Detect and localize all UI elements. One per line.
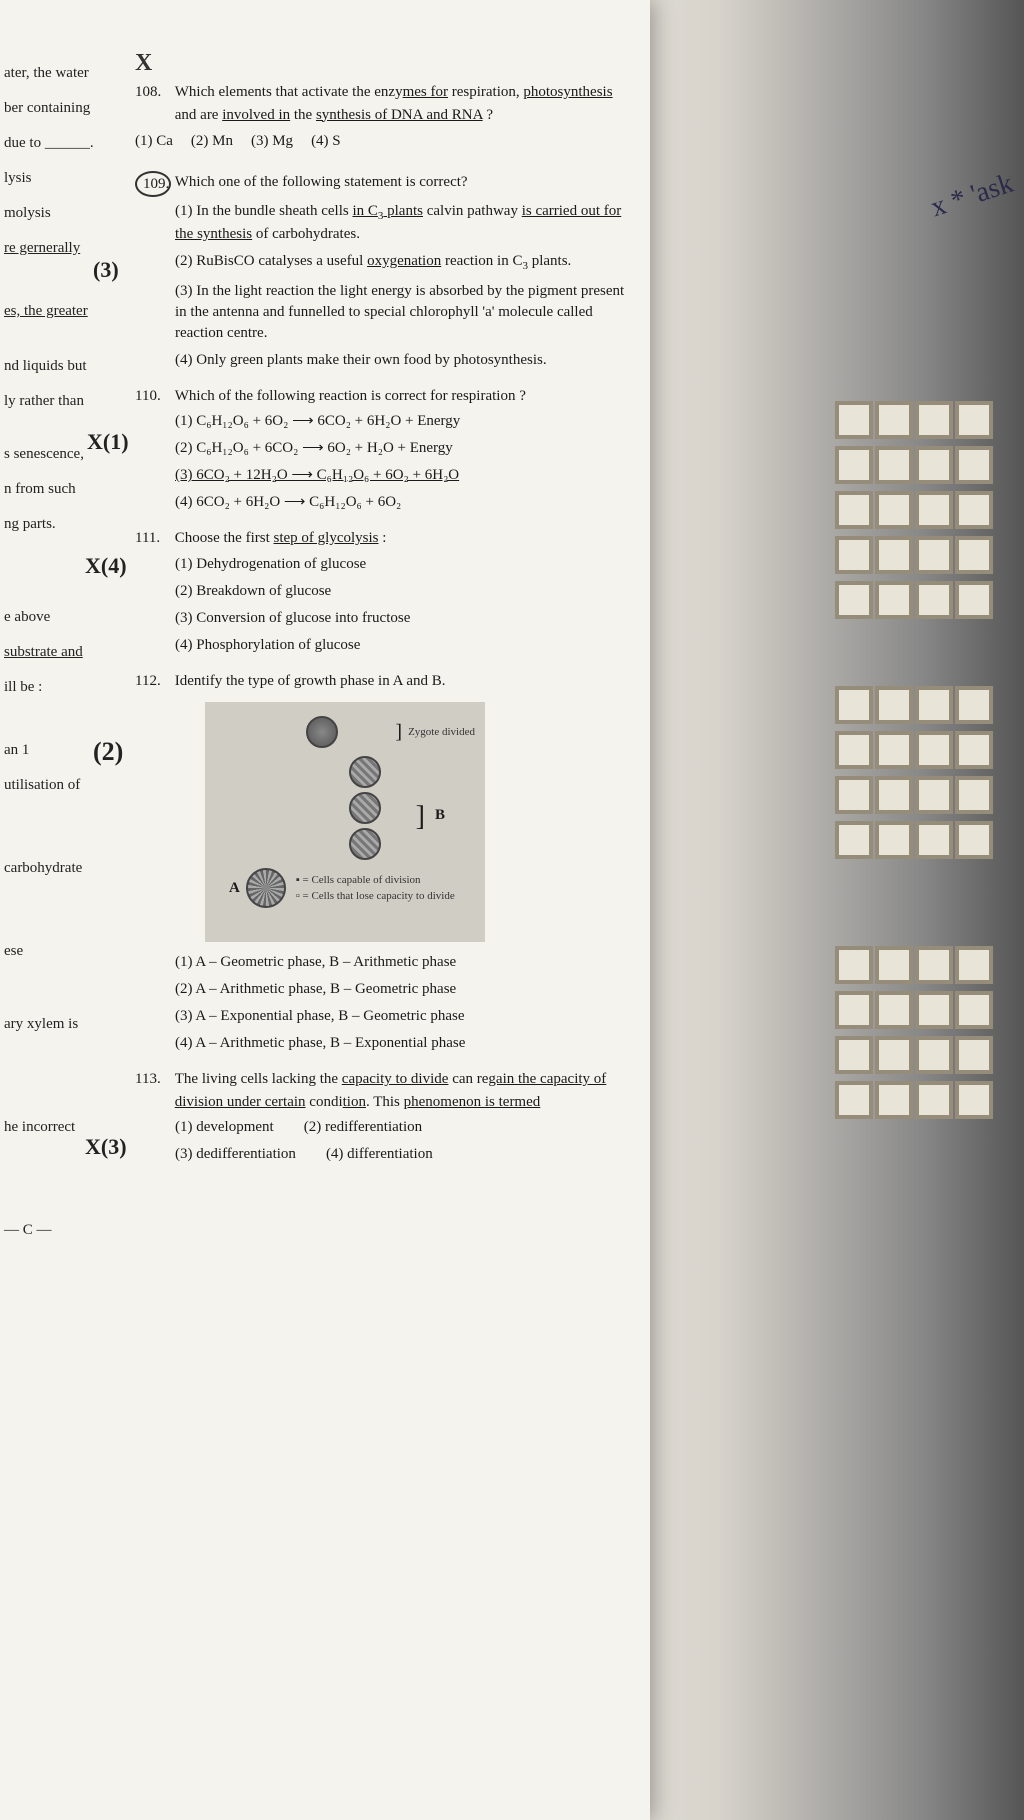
a-label: A — [229, 877, 240, 900]
frag: ater, the water — [0, 60, 120, 87]
left-column-fragments: ater, the water ber containing due to __… — [0, 60, 120, 1252]
main-content: X 108. Which elements that activate the … — [135, 50, 635, 1171]
background-grid — [834, 400, 994, 1125]
exam-paper: ater, the water ber containing due to __… — [0, 0, 650, 1820]
opt-3: (3) In the light reaction the light ener… — [175, 281, 635, 344]
frag: ber containing — [0, 95, 120, 122]
frag: ary xylem is — [0, 1011, 120, 1038]
handwriting-note: x * 'ask — [927, 168, 1017, 225]
legend-2: ▫ = Cells that lose capacity to divide — [296, 888, 455, 905]
opt-1: (1) Dehydrogenation of glucose — [175, 554, 635, 575]
frag: ly rather than — [0, 388, 120, 415]
opt-3: (3) dedifferentiation — [175, 1144, 296, 1165]
frag: substrate and — [0, 639, 120, 666]
opt-3: (3) Mg — [251, 130, 293, 153]
hand-mark-4: X(4) — [85, 549, 127, 582]
frag: nd liquids but — [0, 353, 120, 380]
options-row: (1) Ca (2) Mn (3) Mg (4) S — [135, 130, 635, 157]
zygote-label: Zygote divided — [408, 724, 475, 741]
question-112: (2) 112. Identify the type of growth pha… — [135, 670, 635, 1055]
question-110: X(1) 110. Which of the following reactio… — [135, 385, 635, 514]
x-mark: X — [135, 50, 635, 77]
options: (1) C₆H₁₂O₆ + 6O₂ ⟶ 6CO₂ + 6H₂O + Energy… — [175, 411, 635, 513]
options: (1) In the bundle sheath cells in C3 pla… — [175, 201, 635, 371]
frag: lysis — [0, 165, 120, 192]
growth-phase-diagram: ] Zygote divided ] B A ▪ = Cells capable… — [205, 702, 485, 942]
hand-mark-3: (3) — [93, 253, 119, 286]
question-108: 108. Which elements that activate the en… — [135, 81, 635, 157]
opt-4: (4) A – Arithmetic phase, B – Exponentia… — [175, 1033, 635, 1054]
opt-2: (2) Mn — [191, 130, 233, 153]
frag: es, the greater — [0, 298, 120, 325]
qtext: Which of the following reaction is corre… — [175, 385, 615, 408]
frag: utilisation of — [0, 772, 120, 799]
qnum: 110. — [135, 385, 171, 408]
question-109: (3) 109. Which one of the following stat… — [135, 171, 635, 371]
frag: n from such — [0, 476, 120, 503]
opt-1: (1) development — [175, 1117, 274, 1138]
opt-4: (4) differentiation — [326, 1144, 433, 1165]
opt-2: (2) redifferentiation — [304, 1117, 422, 1138]
qtext: Which one of the following statement is … — [175, 171, 615, 194]
qtext: The living cells lacking the capacity to… — [175, 1068, 615, 1113]
opt-2: (2) C₆H₁₂O₆ + 6CO₂ ⟶ 6O₂ + H₂O + Energy — [175, 438, 635, 459]
opt-3: (3) A – Exponential phase, B – Geometric… — [175, 1006, 635, 1027]
options: (1) development (2) redifferentiation (3… — [175, 1117, 635, 1171]
qtext: Identify the type of growth phase in A a… — [175, 670, 615, 693]
opt-3: (3) 6CO₂ + 12H₂O ⟶ C₆H₁₂O₆ + 6O₂ + 6H₂O — [175, 465, 635, 486]
opt-4: (4) S — [311, 130, 341, 153]
frag: — C — — [0, 1217, 120, 1244]
frag: e above — [0, 604, 120, 631]
opt-1: (1) C₆H₁₂O₆ + 6O₂ ⟶ 6CO₂ + 6H₂O + Energy — [175, 411, 635, 432]
options: (1) A – Geometric phase, B – Arithmetic … — [175, 952, 635, 1054]
options: (1) Dehydrogenation of glucose (2) Break… — [175, 554, 635, 656]
hand-mark-2: (2) — [93, 732, 123, 771]
frag: molysis — [0, 200, 120, 227]
qtext: Choose the first step of glycolysis : — [175, 527, 615, 550]
frag: due to ______. — [0, 130, 120, 157]
frag: ese — [0, 938, 120, 965]
opt-2: (2) Breakdown of glucose — [175, 581, 635, 602]
opt-4: (4) 6CO₂ + 6H₂O ⟶ C₆H₁₂O₆ + 6O₂ — [175, 492, 635, 513]
question-113: X(3) 113. The living cells lacking the c… — [135, 1068, 635, 1171]
opt-4: (4) Only green plants make their own foo… — [175, 350, 635, 371]
opt-1: (1) A – Geometric phase, B – Arithmetic … — [175, 952, 635, 973]
opt-2: (2) A – Arithmetic phase, B – Geometric … — [175, 979, 635, 1000]
legend-1: ▪ = Cells capable of division — [296, 872, 455, 889]
b-label: B — [435, 804, 445, 827]
qnum: 113. — [135, 1068, 171, 1091]
question-111: X(4) 111. Choose the first step of glyco… — [135, 527, 635, 656]
opt-4: (4) Phosphorylation of glucose — [175, 635, 635, 656]
qnum: 111. — [135, 527, 171, 550]
frag: ng parts. — [0, 511, 120, 538]
opt-1: (1) Ca — [135, 130, 173, 153]
qtext: Which elements that activate the enzymes… — [175, 81, 615, 126]
qnum: 112. — [135, 670, 171, 693]
hand-mark-3b: X(3) — [85, 1130, 127, 1163]
hand-mark-1: X(1) — [87, 425, 129, 458]
frag: ill be : — [0, 674, 120, 701]
opt-2: (2) RuBisCO catalyses a useful oxygenati… — [175, 251, 635, 274]
qnum: 108. — [135, 81, 171, 104]
opt-1: (1) In the bundle sheath cells in C3 pla… — [175, 201, 635, 245]
qnum-circled: 109. — [135, 171, 171, 198]
opt-3: (3) Conversion of glucose into fructose — [175, 608, 635, 629]
frag: carbohydrate — [0, 855, 120, 882]
